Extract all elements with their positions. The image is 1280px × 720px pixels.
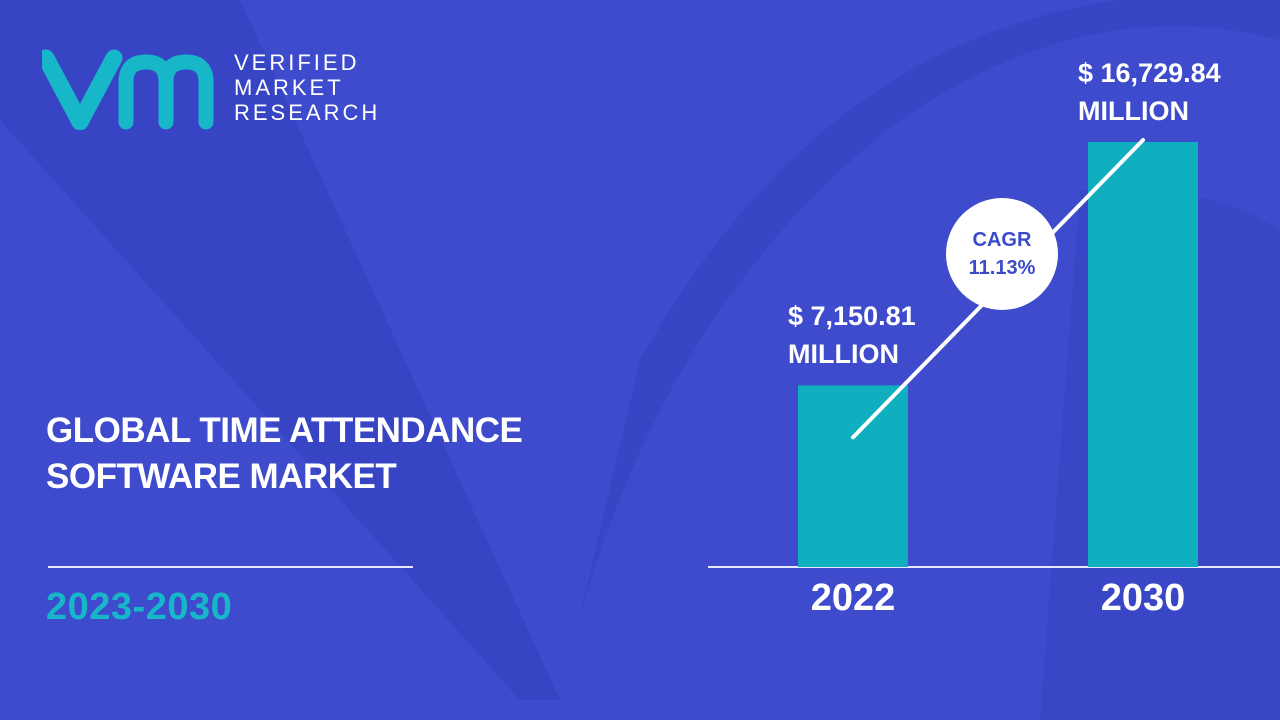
cagr-value: 11.13% [968,257,1036,279]
bar-2022 [798,385,908,567]
cagr-badge: CAGR 11.13% [946,198,1058,310]
brand-logo: VERIFIED MARKET RESEARCH [42,48,402,138]
bar-value-2022: $ 7,150.81 [788,301,916,332]
category-label-2022: 2022 [810,577,896,619]
brand-name: VERIFIED MARKET RESEARCH [234,50,380,125]
cagr-label: CAGR [972,229,1032,251]
vmr-logo-icon [42,49,214,130]
brand-line-verified: VERIFIED [234,50,360,75]
bar-value-label-2022: $ 7,150.81 MILLION [788,297,916,373]
bar-unit-2022: MILLION [788,339,899,370]
title-divider [48,566,413,568]
bar-unit-2030: MILLION [1078,96,1189,126]
forecast-period: 2023-2030 [46,586,233,628]
brand-line-research: RESEARCH [234,100,381,125]
page-title: GLOBAL TIME ATTENDANCE SOFTWARE MARKET [46,408,606,500]
bar-value-2030: $ 16,729.84 [1078,58,1221,88]
bar-value-label-2030: $ 16,729.84 MILLION [1078,54,1221,130]
brand-line-market: MARKET [234,75,344,100]
title-line-1: GLOBAL TIME ATTENDANCE [46,411,523,450]
bar-2030 [1088,142,1198,567]
category-label-2030: 2030 [1100,577,1186,619]
title-line-2: SOFTWARE MARKET [46,457,397,496]
